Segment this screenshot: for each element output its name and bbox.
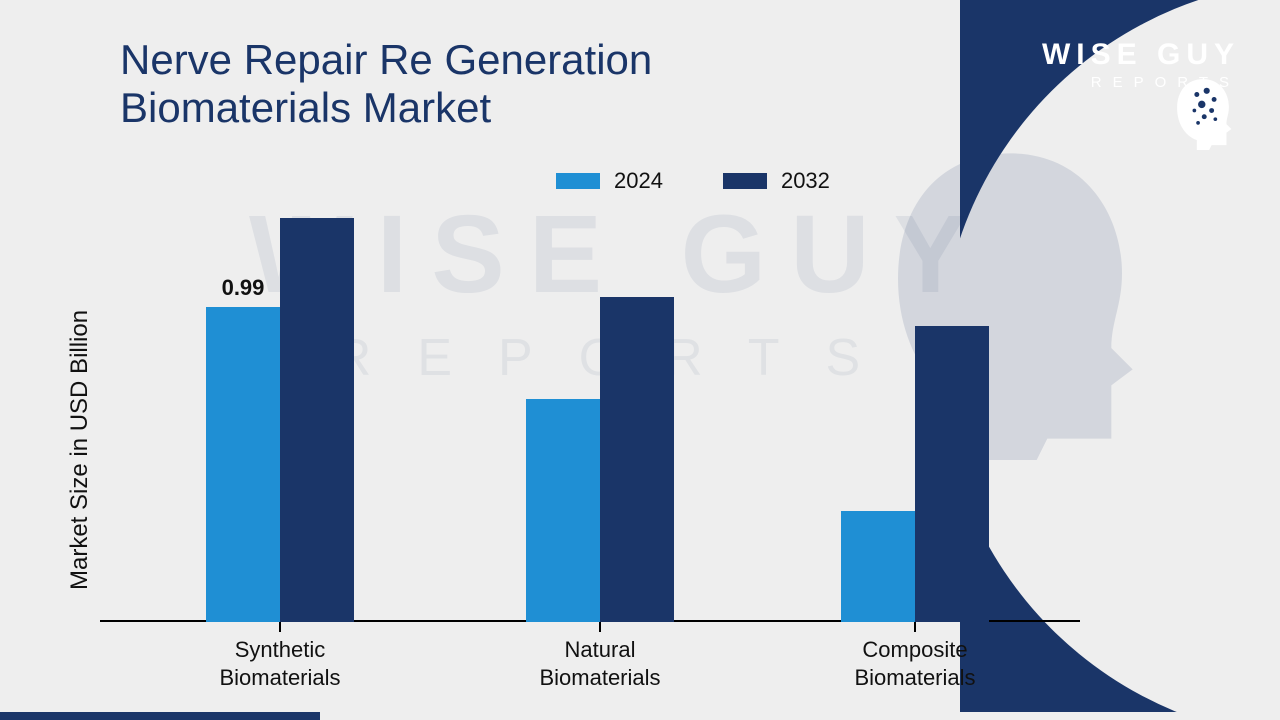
- bar: [280, 218, 354, 622]
- x-axis-tick: [914, 622, 916, 632]
- chart-title: Nerve Repair Re Generation Biomaterials …: [120, 36, 840, 133]
- bar: [526, 399, 600, 622]
- brand-logo-main: WISE GUY: [1042, 40, 1240, 70]
- category-label-line: Biomaterials: [500, 664, 700, 692]
- bottom-decor-bar: [0, 712, 320, 720]
- legend-swatch: [556, 173, 600, 189]
- category-label-line: Natural: [500, 636, 700, 664]
- legend-item: 2024: [556, 168, 663, 194]
- stage: WISE GUY REPORTS Nerve Repair Re Generat…: [0, 0, 1280, 720]
- bar: [915, 326, 989, 622]
- chart-plot-area: 0.99SyntheticBiomaterialsNaturalBiomater…: [100, 208, 1080, 622]
- legend: 2024 2032: [556, 168, 830, 194]
- legend-item: 2032: [723, 168, 830, 194]
- x-axis-tick: [599, 622, 601, 632]
- legend-label: 2024: [614, 168, 663, 194]
- brand-logo: WISE GUY REPORTS: [1042, 40, 1240, 91]
- bar-value-label: 0.99: [203, 275, 283, 301]
- bar: [600, 297, 674, 622]
- legend-swatch: [723, 173, 767, 189]
- category-label-line: Biomaterials: [180, 664, 380, 692]
- y-axis-label: Market Size in USD Billion: [66, 310, 94, 590]
- category-label: CompositeBiomaterials: [815, 636, 1015, 691]
- bar: [841, 511, 915, 622]
- category-label-line: Biomaterials: [815, 664, 1015, 692]
- category-label-line: Composite: [815, 636, 1015, 664]
- category-label: SyntheticBiomaterials: [180, 636, 380, 691]
- category-label: NaturalBiomaterials: [500, 636, 700, 691]
- legend-label: 2032: [781, 168, 830, 194]
- brand-head-icon: [1172, 76, 1234, 150]
- bar: [206, 307, 280, 622]
- category-label-line: Synthetic: [180, 636, 380, 664]
- x-axis-tick: [279, 622, 281, 632]
